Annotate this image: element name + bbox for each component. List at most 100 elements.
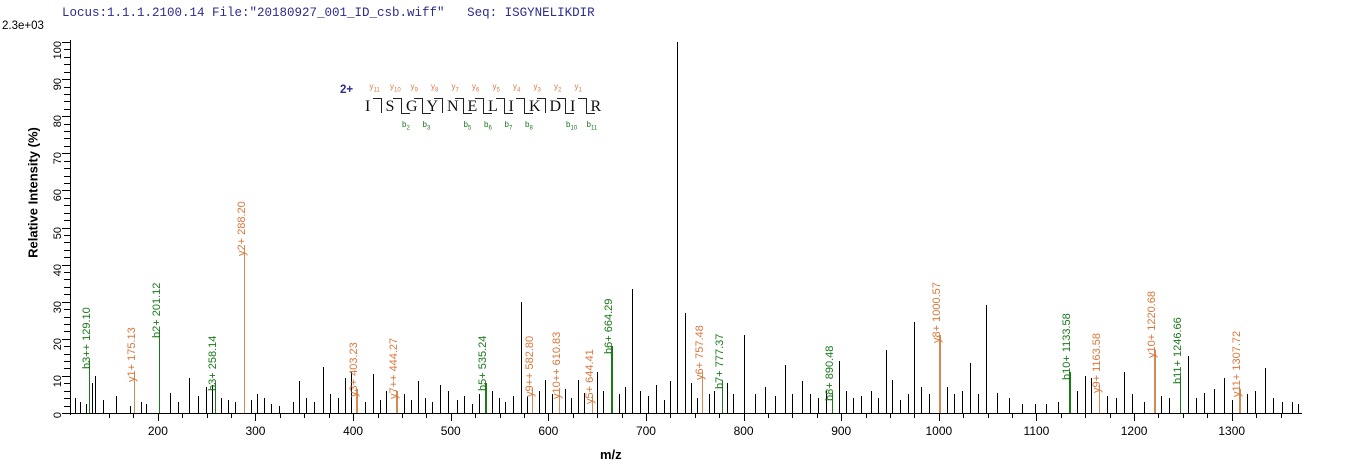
x-axis-tick (743, 414, 745, 421)
y-ion-peak[interactable] (1239, 388, 1241, 413)
b-ion-tick (503, 113, 513, 114)
spectrum-peak (178, 401, 180, 413)
y-axis-tick (62, 79, 70, 81)
x-axis-minor-tick (670, 414, 672, 418)
b-ion-peak[interactable] (1179, 375, 1182, 413)
spectrum-peak (1204, 392, 1206, 413)
y-axis-minor-tick (64, 182, 70, 184)
y-axis-minor-tick (64, 294, 70, 296)
y-ion-map-label: y2 (554, 82, 562, 94)
spectrum-peak (479, 394, 481, 413)
y-axis-tick (62, 116, 70, 118)
x-axis-minor-tick (597, 414, 599, 418)
y-ion-peak[interactable] (396, 390, 398, 413)
x-axis-tick-label: 1300 (1218, 424, 1246, 438)
y-axis-minor-tick (64, 175, 70, 177)
sequence-residue: E (467, 98, 478, 115)
y-ion-peak[interactable] (243, 247, 246, 413)
b-ion-peak[interactable] (214, 383, 216, 413)
x-axis-minor-tick (523, 414, 525, 418)
y-ion-map-label: y8 (431, 82, 439, 94)
y-ion-tick (372, 98, 382, 99)
y-axis-minor-tick (64, 49, 70, 51)
y-axis-minor-tick (64, 71, 70, 73)
y-axis-minor-tick (64, 160, 70, 162)
spectrum-peak (1187, 355, 1189, 413)
spectrum-peak (597, 372, 599, 413)
spectrum-peak (146, 403, 148, 413)
y-ion-peak[interactable] (558, 390, 561, 413)
spectrum-peak (197, 396, 199, 413)
x-axis-tick (450, 414, 452, 421)
y-axis-line (70, 40, 71, 415)
b-ion-map-label: b5 (463, 120, 472, 132)
spectrum-peak (299, 381, 301, 413)
spectrum-peak (264, 398, 266, 413)
x-axis-minor-tick (1085, 414, 1087, 418)
sequence-residue: I (570, 98, 576, 115)
spectrum-peak (817, 398, 819, 413)
b-ion-map-label: b6 (484, 120, 492, 132)
y-axis-minor-tick (64, 197, 70, 199)
spectrum-peak (1132, 394, 1134, 413)
x-axis-minor-tick (694, 414, 696, 418)
spectrum-peak (472, 403, 474, 413)
b-ion-peak[interactable] (831, 392, 834, 413)
y-ion-tick (495, 98, 505, 99)
spectrum-peak (714, 390, 716, 413)
x-axis-minor-tick (987, 414, 989, 418)
y-ion-peak[interactable] (1098, 385, 1100, 413)
cleavage-bracket (442, 98, 443, 113)
spectrum-peak (1091, 377, 1093, 413)
spectrum-peak (570, 398, 572, 413)
b-ion-peak[interactable] (158, 329, 161, 413)
sequence-residue: L (488, 98, 498, 115)
spectrum-peak (899, 400, 901, 413)
b-ion-map-label: b7 (504, 120, 513, 132)
x-axis-tick (353, 414, 355, 421)
spectrum-peak (505, 401, 507, 413)
spectrum-peak (345, 377, 347, 413)
y-ion-peak[interactable] (1154, 349, 1156, 413)
x-axis-tick (1134, 414, 1136, 421)
b-ion-map-label: b3 (422, 120, 431, 132)
spectrum-peak (1124, 372, 1126, 413)
spectrum-peak (403, 394, 405, 413)
spectrum-peak (447, 390, 449, 413)
spectrum-peak (618, 394, 620, 413)
b-ion-peak[interactable] (721, 381, 723, 413)
y-ion-peak[interactable] (356, 388, 358, 413)
spectrum-peak (314, 401, 316, 413)
b-ion-label: b6+ 664.29 (603, 298, 616, 355)
b-ion-peak[interactable] (485, 383, 487, 413)
y-ion-label: y6+ 757.48 (694, 325, 707, 381)
spectrum-peak (603, 390, 605, 413)
spectrum-peak (1009, 398, 1011, 413)
b-ion-peak[interactable] (611, 346, 613, 413)
spectrum-peak (1214, 388, 1216, 413)
b-ion-peak[interactable] (1069, 372, 1071, 413)
y-ion-peak[interactable] (133, 374, 135, 413)
y-ion-peak[interactable] (702, 372, 704, 413)
spectrum-peak (577, 379, 579, 413)
y-ion-peak[interactable] (939, 335, 941, 413)
sequence-residue: I (508, 98, 514, 115)
b-ion-label: b11+ 1246.66 (1171, 317, 1184, 384)
x-axis-minor-tick (377, 414, 379, 418)
b-ion-label: b7+ 777.37 (713, 334, 726, 390)
y-ion-label: y2+ 288.20 (235, 201, 248, 256)
b-ion-peak[interactable] (88, 361, 91, 413)
y-ion-peak[interactable] (591, 396, 594, 413)
spectrum-peak (1115, 398, 1117, 413)
y-ion-peak[interactable] (531, 388, 533, 413)
y-axis-minor-tick (64, 220, 70, 222)
x-axis-minor-tick (1109, 414, 1111, 418)
spectrum-peak (234, 401, 236, 413)
spectrum-header: Locus:1.1.1.2100.14 File:"20180927_001_I… (62, 6, 595, 20)
y-axis-minor-tick (64, 279, 70, 281)
spectrum-peak (1292, 401, 1294, 413)
cleavage-bracket (565, 98, 566, 113)
spectrum-peak (685, 312, 687, 413)
y-axis-minor-tick (64, 257, 70, 259)
